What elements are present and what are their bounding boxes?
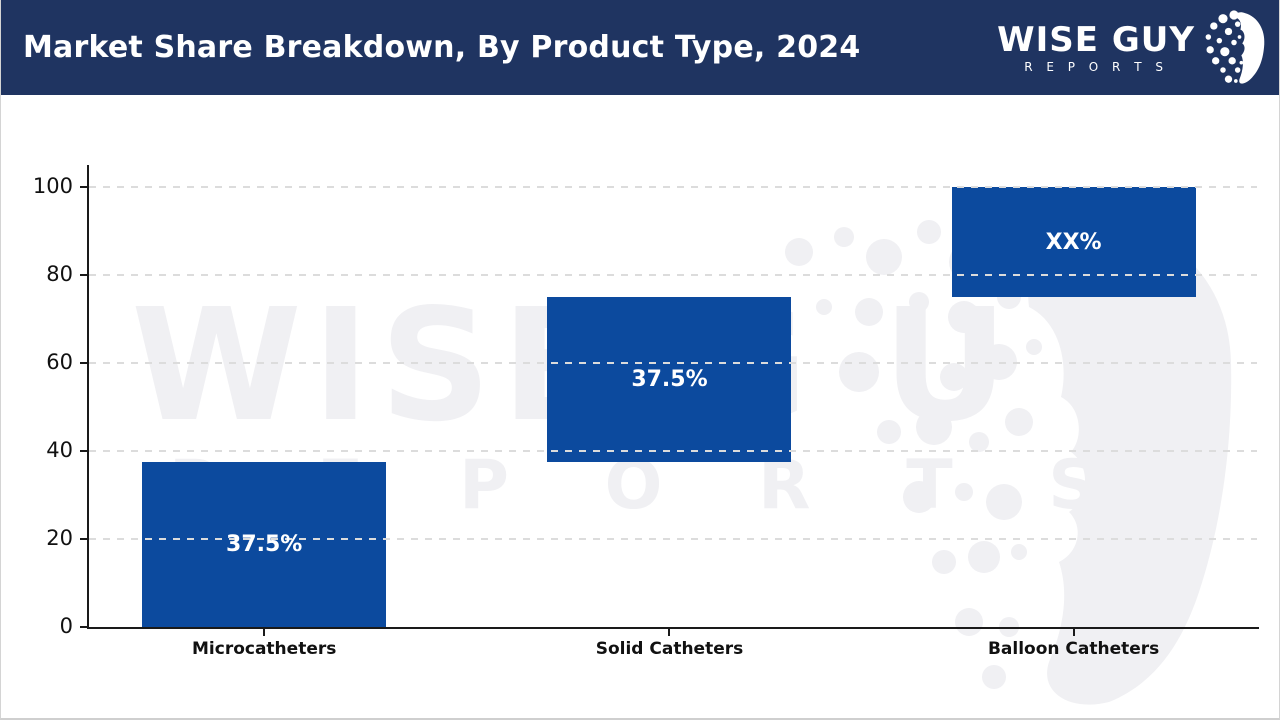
y-tick-label: 40: [46, 438, 73, 462]
bar-value-label: 37.5%: [226, 532, 303, 557]
y-tick-mark: [80, 626, 87, 628]
bar-value-label: 37.5%: [631, 367, 708, 392]
y-tick-mark: [80, 362, 87, 364]
y-tick-label: 60: [46, 350, 73, 374]
y-tick-mark: [80, 186, 87, 188]
category-label: Microcatheters: [192, 639, 337, 659]
y-tick-mark: [80, 538, 87, 540]
header-bar: Market Share Breakdown, By Product Type,…: [1, 0, 1279, 95]
x-tick-mark: [263, 629, 266, 636]
gridline: [89, 186, 1257, 188]
page-title: Market Share Breakdown, By Product Type,…: [23, 30, 861, 65]
bar-1: 37.5%: [142, 462, 387, 627]
bar-value-label: XX%: [1045, 229, 1102, 255]
gridline: [89, 450, 1257, 452]
category-label: Balloon Catheters: [987, 639, 1160, 659]
y-tick-mark: [80, 274, 87, 276]
gridline: [89, 538, 1257, 540]
logo-subtitle: R E P O R T S: [1024, 59, 1168, 74]
category-label: Solid Catheters: [595, 639, 744, 659]
gridline: [89, 274, 1257, 276]
wiseguy-face-icon: [1205, 9, 1265, 84]
gridline: [89, 362, 1257, 364]
y-tick-mark: [80, 450, 87, 452]
y-tick-label: 20: [46, 526, 73, 550]
x-axis-spine: [87, 627, 1259, 629]
wiseguy-logo: WISE GUY R E P O R T S: [997, 9, 1267, 87]
bar-2: 37.5%: [547, 297, 792, 462]
logo-text: WISE GUY R E P O R T S: [997, 23, 1195, 73]
y-tick-label: 80: [46, 262, 73, 286]
bar-3: XX%: [951, 187, 1196, 297]
y-tick-label: 100: [32, 174, 73, 198]
logo-wordmark: WISE GUY: [997, 19, 1195, 60]
x-tick-mark: [1072, 629, 1075, 636]
y-axis-spine: [87, 165, 89, 629]
y-tick-label: 0: [59, 614, 73, 638]
x-tick-mark: [668, 629, 671, 636]
